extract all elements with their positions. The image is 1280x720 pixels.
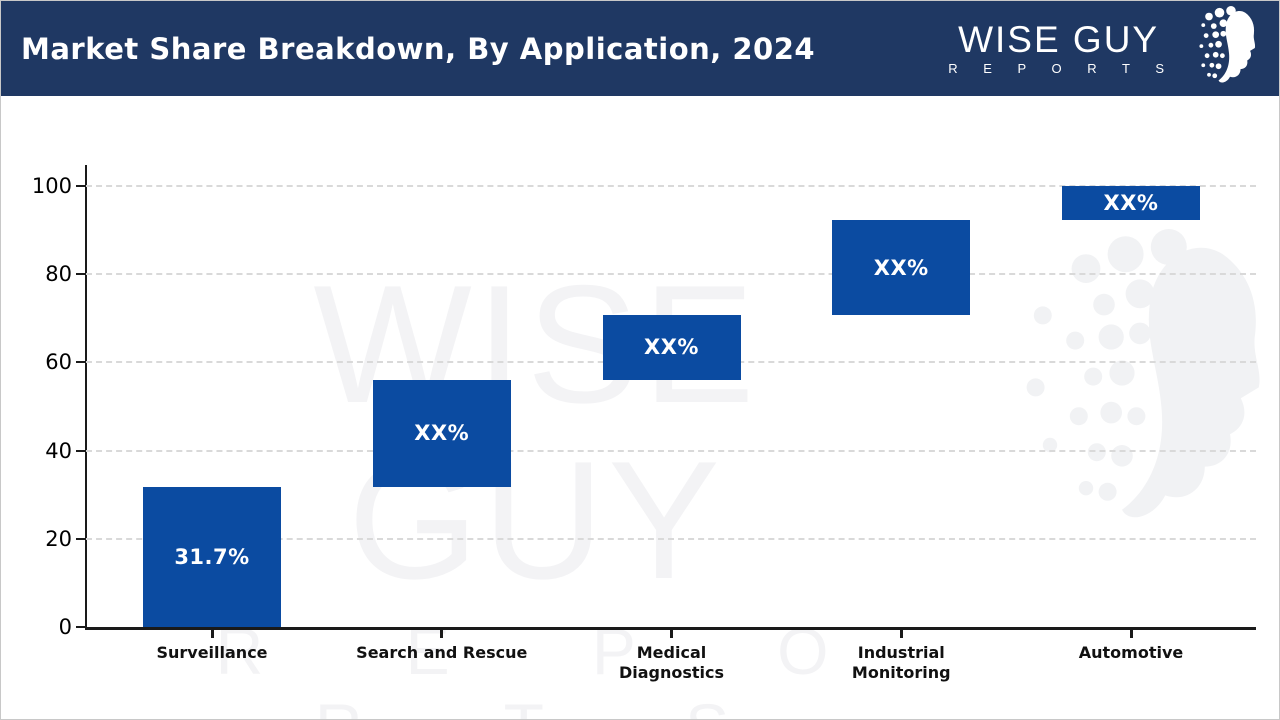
logo-subtext: R E P O R T S (948, 61, 1175, 76)
x-category-label-search-and-rescue: Search and Rescue (356, 643, 528, 662)
x-tick-mark-medical-diagnostics (670, 630, 673, 638)
bar-value-label-search-and-rescue: XX% (414, 421, 470, 446)
bar-automotive: XX% (1062, 186, 1200, 221)
chart-area: WISE GUY R E P O R T S 02040608010031.7%… (1, 96, 1279, 719)
y-tick-mark-80 (76, 273, 86, 276)
bar-value-label-surveillance: 31.7% (174, 545, 250, 570)
y-tick-mark-40 (76, 449, 86, 452)
bar-surveillance: 31.7% (143, 487, 281, 627)
bar-industrial-monitoring: XX% (832, 220, 971, 315)
y-axis-line (85, 165, 87, 630)
gridline-20 (86, 537, 1256, 540)
y-tick-mark-100 (76, 185, 86, 187)
gridline-100 (86, 185, 1256, 187)
wise-guy-logo: WISE GUY R E P O R T S (942, 5, 1257, 92)
y-tick-label-60: 60 (45, 350, 72, 375)
y-tick-mark-0 (76, 626, 86, 628)
y-tick-label-40: 40 (45, 438, 72, 463)
y-tick-label-0: 0 (58, 615, 72, 639)
y-tick-mark-20 (76, 537, 86, 540)
watermark-subtext: R E P O R T S (215, 613, 891, 719)
header: Market Share Breakdown, By Application, … (1, 1, 1279, 96)
x-category-label-medical-diagnostics: Medical Diagnostics (618, 643, 725, 682)
y-tick-label-20: 20 (45, 526, 72, 551)
y-tick-label-100: 100 (31, 174, 72, 198)
gridline-40 (86, 449, 1256, 452)
logo-wordmark: WISE GUY (958, 19, 1160, 60)
x-category-label-automotive: Automotive (1078, 643, 1184, 662)
bar-value-label-industrial-monitoring: XX% (873, 255, 929, 280)
bar-value-label-medical-diagnostics: XX% (644, 335, 699, 360)
bar-search-and-rescue: XX% (372, 379, 511, 488)
gridline-80 (86, 273, 1256, 276)
x-tick-mark-surveillance (210, 630, 214, 638)
y-tick-mark-60 (76, 361, 86, 364)
x-tick-mark-search-and-rescue (440, 630, 444, 638)
bar-medical-diagnostics: XX% (602, 314, 741, 380)
logo-head-icon (1199, 5, 1256, 83)
x-axis-line (85, 627, 1256, 630)
x-category-label-industrial-monitoring: Industrial Monitoring (851, 643, 951, 682)
y-tick-label-80: 80 (45, 262, 72, 287)
x-tick-mark-industrial-monitoring (899, 630, 903, 638)
bar-value-label-automotive: XX% (1103, 191, 1159, 216)
chart-title: Market Share Breakdown, By Application, … (21, 31, 816, 66)
logo-text: WISE GUY R E P O R T S (942, 21, 1175, 76)
plot-area: 0 20 40 60 80 100 31.7% Surveillance XX% Search a… (32, 161, 1256, 719)
x-tick-mark-automotive (1129, 630, 1133, 638)
x-category-label-surveillance: Surveillance (156, 643, 268, 662)
